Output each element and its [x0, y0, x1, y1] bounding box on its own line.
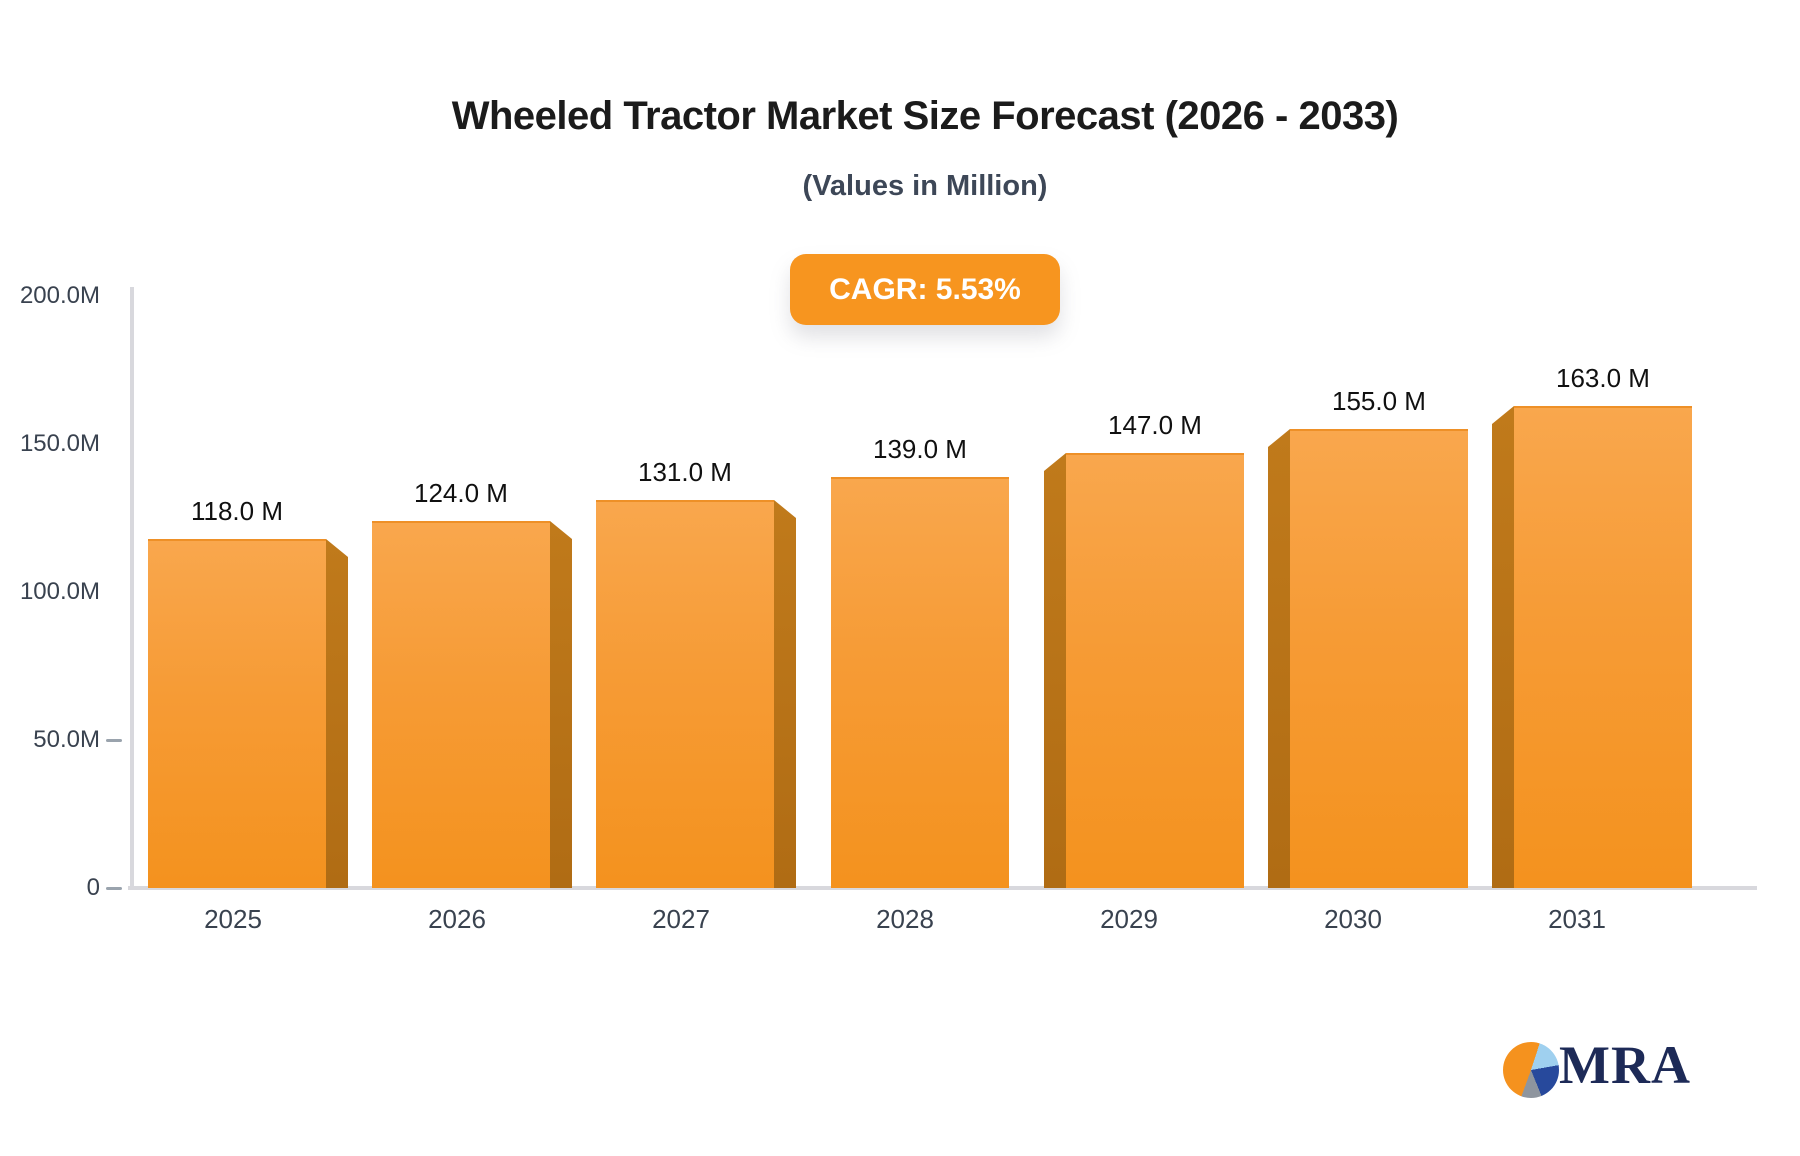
x-axis-label: 2030: [1324, 904, 1382, 934]
y-axis-tick-label: 200.0M: [19, 282, 100, 309]
y-axis-tick-label: 100.0M: [19, 578, 100, 605]
bar-value-label: 131.0 M: [638, 457, 732, 487]
bar-group-2028: 139.0 M 2028: [820, 434, 1020, 934]
bar-value-label: 124.0 M: [414, 478, 508, 508]
x-axis-label: 2026: [428, 904, 486, 934]
y-axis-line: [130, 287, 134, 888]
bar-value-label: 118.0 M: [190, 496, 283, 526]
bar-3d-side: [1492, 406, 1514, 888]
bar-group-2027: 131.0 M 2027: [596, 457, 796, 934]
y-axis-tick-label: 50.0M: [33, 726, 100, 753]
bar-group-2026: 124.0 M 2026: [372, 478, 572, 934]
bar-3d-side: [326, 539, 348, 888]
bar-value-label: 155.0 M: [1332, 386, 1426, 416]
bar-face: [596, 500, 774, 888]
bar-3d-side: [774, 500, 796, 888]
x-axis-line: [128, 886, 1757, 890]
chart-subtitle: (Values in Million): [802, 170, 1048, 202]
mra-logo-text: MRA: [1559, 1035, 1691, 1095]
bar-face: [372, 521, 550, 888]
x-axis-label: 2028: [876, 904, 934, 934]
y-axis-tick-label: 0: [86, 874, 100, 901]
bar-group-2029: 147.0 M 2029: [1044, 410, 1244, 934]
bar-face: [148, 539, 326, 888]
chart-title: Wheeled Tractor Market Size Forecast (20…: [451, 94, 1399, 138]
bar-face: [1066, 453, 1244, 888]
bar-3d-side: [1268, 429, 1290, 888]
bar-3d-side: [1044, 453, 1066, 888]
bar-group-2030: 155.0 M 2030: [1268, 386, 1468, 934]
mra-logo: MRA: [1503, 1035, 1733, 1102]
x-axis-label: 2027: [652, 904, 710, 934]
x-axis-label: 2025: [204, 904, 262, 934]
bar-face: [1290, 429, 1468, 888]
bar-group-2031: 163.0 M 2031: [1492, 363, 1692, 934]
bar-group-2025: 118.0 M 2025: [148, 496, 348, 934]
bar-face: [831, 477, 1009, 888]
x-axis-label: 2029: [1100, 904, 1158, 934]
bar-value-label: 147.0 M: [1108, 410, 1202, 440]
x-axis-label: 2031: [1548, 904, 1606, 934]
cagr-badge: CAGR: 5.53%: [790, 254, 1060, 325]
mra-logo-pie-icon: [1503, 1042, 1559, 1098]
bar-3d-side: [550, 521, 572, 888]
y-axis-tick-label: 150.0M: [19, 430, 100, 457]
bar-value-label: 139.0 M: [873, 434, 967, 464]
y-axis-tick-mark: [106, 739, 122, 742]
bar-value-label: 163.0 M: [1556, 363, 1650, 393]
bar-face: [1514, 406, 1692, 888]
y-axis-tick-mark: [106, 887, 122, 890]
